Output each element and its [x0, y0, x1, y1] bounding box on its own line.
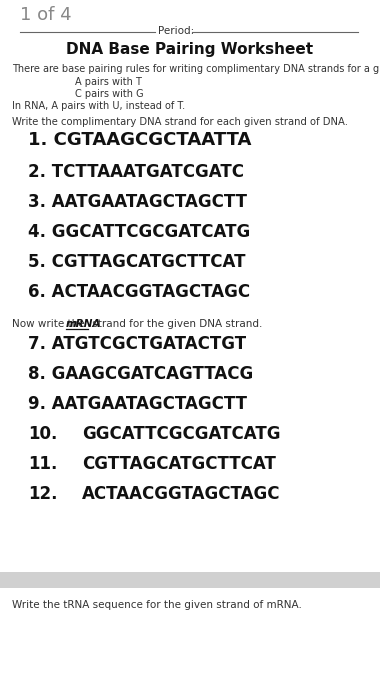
Text: CGTTAGCATGCTTCAT: CGTTAGCATGCTTCAT [82, 455, 276, 473]
Text: 8. GAAGCGATCAGTTACG: 8. GAAGCGATCAGTTACG [28, 365, 253, 383]
Text: C pairs with G: C pairs with G [75, 89, 144, 99]
Text: mRNA: mRNA [66, 319, 101, 329]
Text: 1. CGTAAGCGCTAATTA: 1. CGTAAGCGCTAATTA [28, 131, 252, 149]
Text: 3. AATGAATAGCTAGCTT: 3. AATGAATAGCTAGCTT [28, 193, 247, 211]
Text: 11.: 11. [28, 455, 57, 473]
Text: Write the complimentary DNA strand for each given strand of DNA.: Write the complimentary DNA strand for e… [12, 117, 348, 127]
Text: 12.: 12. [28, 485, 57, 503]
Text: 6. ACTAACGGTAGCTAGC: 6. ACTAACGGTAGCTAGC [28, 283, 250, 301]
Text: A pairs with T: A pairs with T [75, 77, 142, 87]
Text: 4. GGCATTCGCGATCATG: 4. GGCATTCGCGATCATG [28, 223, 250, 241]
Text: 2. TCTTAAATGATCGATC: 2. TCTTAAATGATCGATC [28, 163, 244, 181]
Text: GGCATTCGCGATCATG: GGCATTCGCGATCATG [82, 425, 280, 443]
Text: ACTAACGGTAGCTAGC: ACTAACGGTAGCTAGC [82, 485, 280, 503]
Text: Write the tRNA sequence for the given strand of mRNA.: Write the tRNA sequence for the given st… [12, 600, 302, 610]
Text: Period:: Period: [158, 26, 194, 36]
Text: 9. AATGAATAGCTAGCTT: 9. AATGAATAGCTAGCTT [28, 395, 247, 413]
Text: Now write the: Now write the [12, 319, 88, 329]
Text: strand for the given DNA strand.: strand for the given DNA strand. [89, 319, 262, 329]
Bar [0, 572, 380, 588]
Text: In RNA, A pairs with U, instead of T.: In RNA, A pairs with U, instead of T. [12, 101, 185, 111]
Text: 7. ATGTCGCTGATACTGT: 7. ATGTCGCTGATACTGT [28, 335, 246, 353]
Text: There are base pairing rules for writing complimentary DNA strands for a given s: There are base pairing rules for writing… [12, 64, 380, 74]
Text: DNA Base Pairing Worksheet: DNA Base Pairing Worksheet [66, 42, 314, 57]
Text: 5. CGTTAGCATGCTTCAT: 5. CGTTAGCATGCTTCAT [28, 253, 245, 271]
Text: 1 of 4: 1 of 4 [20, 6, 71, 24]
Text: 10.: 10. [28, 425, 57, 443]
